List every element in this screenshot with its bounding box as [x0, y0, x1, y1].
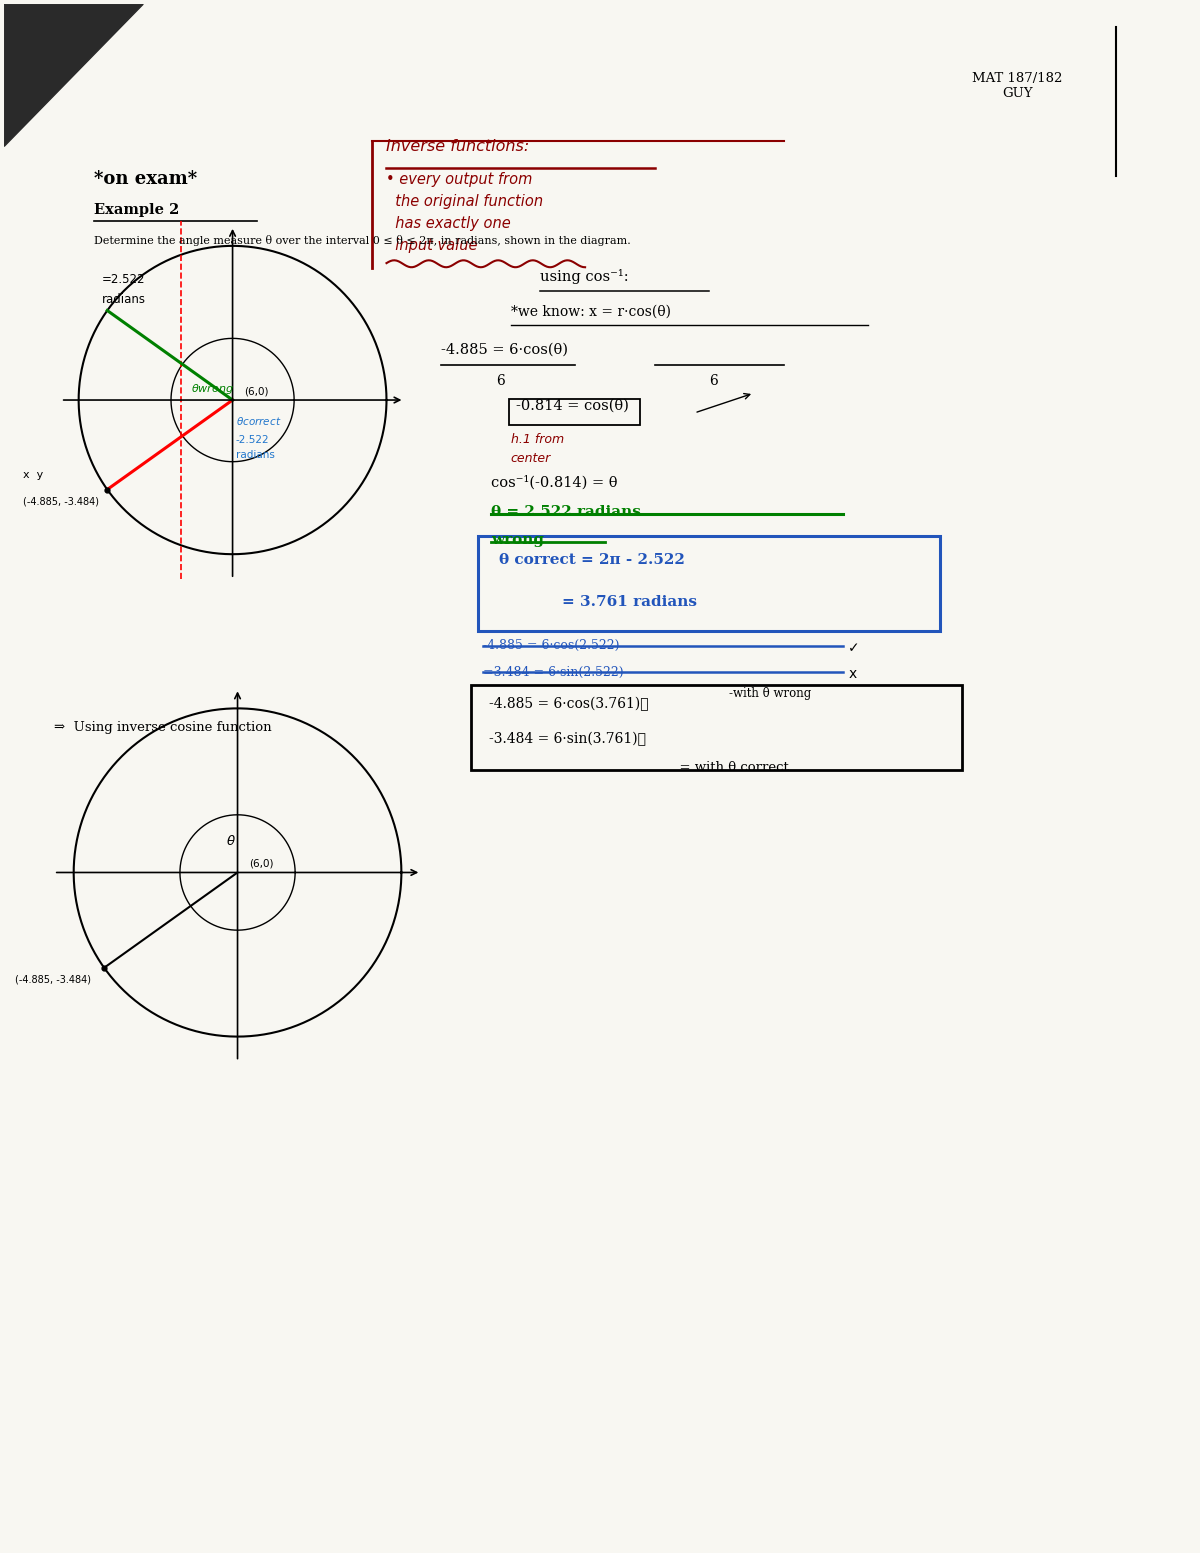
Text: input value: input value: [386, 238, 478, 253]
Text: = 3.761 radians: = 3.761 radians: [499, 595, 697, 609]
Text: $\theta$correct: $\theta$correct: [235, 415, 281, 427]
Text: x  y: x y: [23, 469, 43, 480]
Text: -3.484 = 6·sin(3.761)✓: -3.484 = 6·sin(3.761)✓: [488, 731, 646, 745]
Text: the original function: the original function: [386, 194, 544, 210]
Text: -4.885 = 6·cos(3.761)✓: -4.885 = 6·cos(3.761)✓: [488, 697, 648, 711]
Text: *we know: x = r·cos(θ): *we know: x = r·cos(θ): [511, 304, 671, 318]
Text: cos⁻¹(-0.814) = θ: cos⁻¹(-0.814) = θ: [491, 475, 617, 489]
Text: (-4.885, -3.484): (-4.885, -3.484): [14, 975, 91, 985]
Polygon shape: [4, 5, 143, 146]
Text: x: x: [848, 666, 857, 680]
Text: Determine the angle measure θ over the interval 0 ≤ θ ≤ 2π, in radians, shown in: Determine the angle measure θ over the i…: [94, 235, 630, 245]
Text: Example 2: Example 2: [94, 203, 179, 217]
Text: $\theta$wrong: $\theta$wrong: [191, 382, 234, 396]
Text: radians: radians: [102, 292, 145, 306]
Text: (6,0): (6,0): [245, 387, 269, 396]
Text: MAT 187/182
GUY: MAT 187/182 GUY: [972, 71, 1062, 99]
Text: 6: 6: [496, 374, 504, 388]
Text: wrong: wrong: [491, 533, 544, 547]
Text: -0.814 = cos(θ): -0.814 = cos(θ): [516, 399, 629, 413]
Text: *on exam*: *on exam*: [94, 171, 197, 188]
Text: ⇒  Using inverse cosine function: ⇒ Using inverse cosine function: [54, 721, 271, 735]
Text: θ = 2.522 radians: θ = 2.522 radians: [491, 505, 641, 519]
Text: has exactly one: has exactly one: [386, 216, 511, 231]
Text: using cos⁻¹:: using cos⁻¹:: [540, 269, 629, 284]
Text: ✓: ✓: [848, 641, 860, 655]
Text: h.1 from: h.1 from: [511, 433, 564, 446]
Text: radians: radians: [235, 450, 275, 460]
Text: = with θ correct: = with θ correct: [620, 761, 788, 773]
Text: (6,0): (6,0): [250, 859, 274, 868]
Text: =2.522: =2.522: [102, 273, 145, 286]
Text: • every output from: • every output from: [386, 172, 533, 188]
Text: =3.484 = 6·sin(2.522): =3.484 = 6·sin(2.522): [482, 666, 624, 679]
Text: 6: 6: [709, 374, 718, 388]
Text: -with θ wrong: -with θ wrong: [730, 688, 811, 700]
Text: center: center: [511, 452, 551, 464]
Text: $\theta$: $\theta$: [226, 834, 235, 848]
Text: Inverse functions:: Inverse functions:: [386, 140, 529, 154]
Text: (-4.885, -3.484): (-4.885, -3.484): [23, 497, 98, 506]
Text: -2.522: -2.522: [235, 435, 269, 444]
Text: -4.885 = 6·cos(θ): -4.885 = 6·cos(θ): [442, 342, 568, 356]
Text: θ correct = 2π - 2.522: θ correct = 2π - 2.522: [499, 553, 684, 567]
Text: -4.885 = 6·cos(2.522): -4.885 = 6·cos(2.522): [482, 638, 619, 652]
